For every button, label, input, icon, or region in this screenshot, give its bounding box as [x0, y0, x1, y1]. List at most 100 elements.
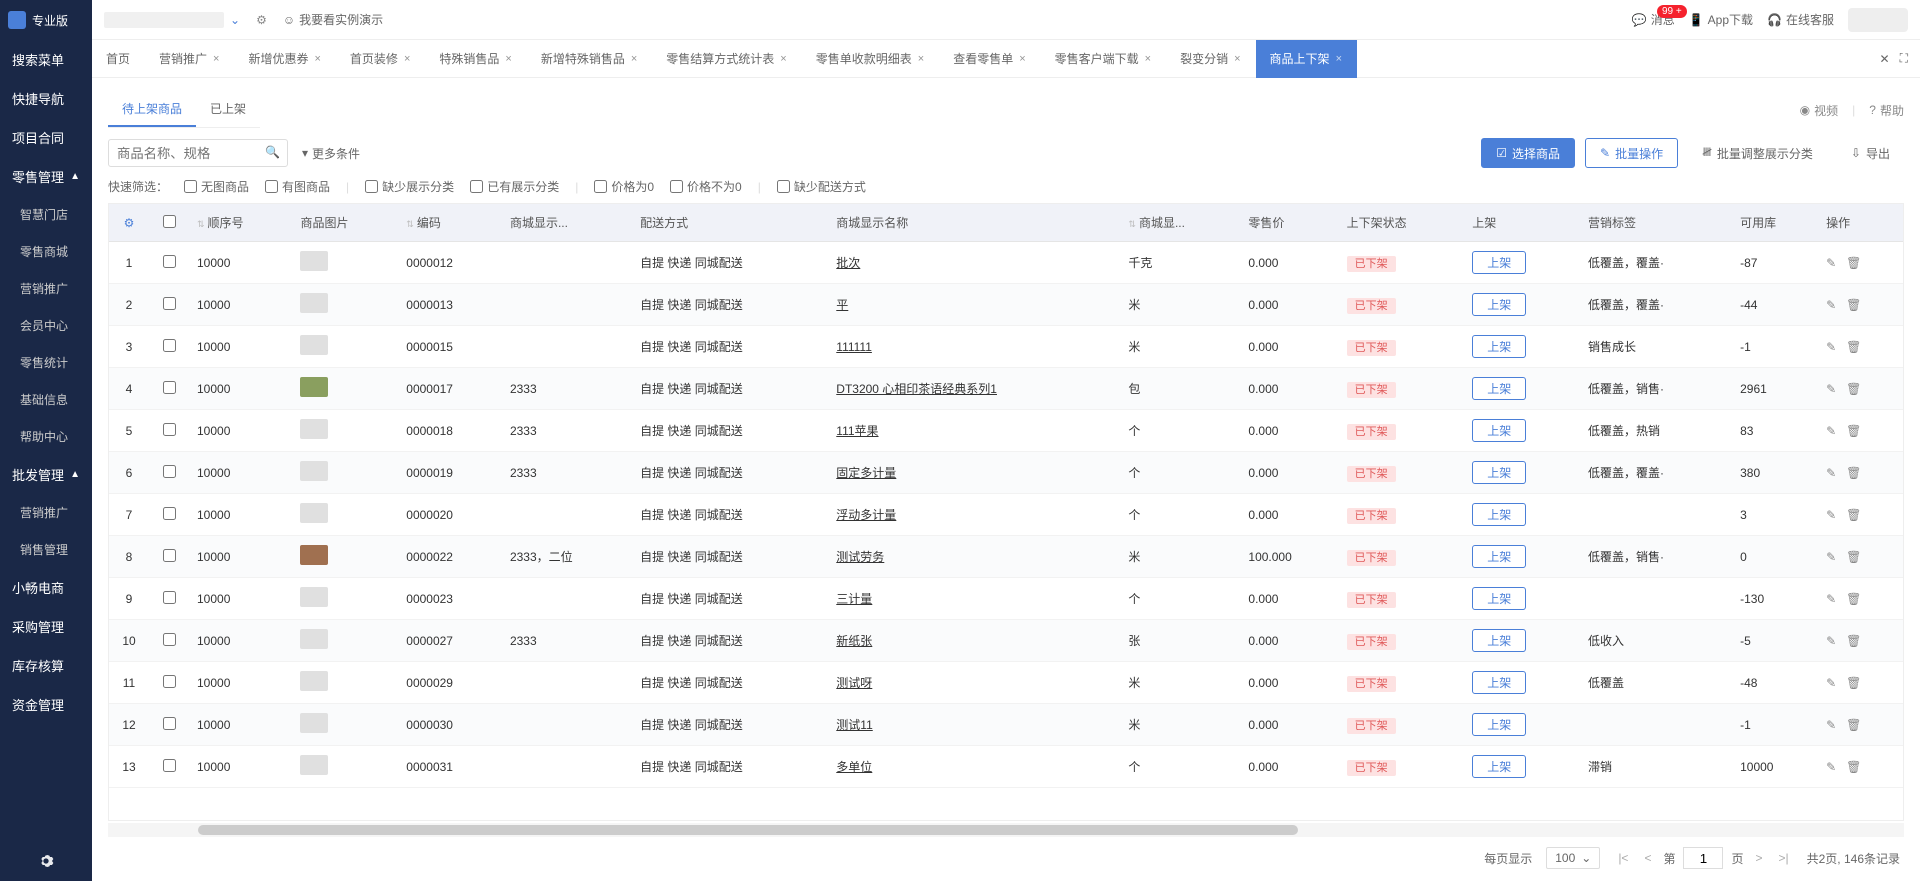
row-checkbox[interactable]: [163, 507, 176, 520]
close-icon[interactable]: ×: [780, 53, 786, 65]
quickfilter-item[interactable]: 缺少展示分类: [365, 178, 454, 195]
sidebar-item[interactable]: 帮助中心: [0, 418, 92, 455]
sidebar-item[interactable]: 项目合同: [0, 118, 92, 157]
edit-icon[interactable]: ✎: [1826, 256, 1836, 270]
sidebar-item[interactable]: 快捷导航: [0, 79, 92, 118]
edit-icon[interactable]: ✎: [1826, 760, 1836, 774]
product-name-link[interactable]: 111苹果: [836, 424, 878, 438]
row-checkbox[interactable]: [163, 591, 176, 604]
delete-icon[interactable]: 🗑: [1846, 508, 1861, 522]
first-page[interactable]: |<: [1614, 849, 1632, 867]
edit-icon[interactable]: ✎: [1826, 298, 1836, 312]
edit-icon[interactable]: ✎: [1826, 340, 1836, 354]
delete-icon[interactable]: 🗑: [1846, 760, 1861, 774]
delete-icon[interactable]: 🗑: [1846, 256, 1861, 270]
onshelf-button[interactable]: 上架: [1472, 755, 1526, 778]
onshelf-button[interactable]: 上架: [1472, 377, 1526, 400]
row-checkbox[interactable]: [163, 465, 176, 478]
tab[interactable]: 裂变分销×: [1166, 40, 1255, 78]
last-page[interactable]: >|: [1775, 849, 1793, 867]
sidebar-item[interactable]: 搜索菜单: [0, 40, 92, 79]
sidebar-item[interactable]: 零售管理▲: [0, 157, 92, 196]
delete-icon[interactable]: 🗑: [1846, 718, 1861, 732]
delete-icon[interactable]: 🗑: [1846, 382, 1861, 396]
sidebar-item[interactable]: 基础信息: [0, 381, 92, 418]
gear-icon[interactable]: ⚙: [256, 13, 267, 27]
edit-icon[interactable]: ✎: [1826, 718, 1836, 732]
row-checkbox[interactable]: [163, 675, 176, 688]
sidebar-item[interactable]: 会员中心: [0, 307, 92, 344]
online-service-button[interactable]: 🎧 在线客服: [1767, 11, 1834, 28]
edit-icon[interactable]: ✎: [1826, 508, 1836, 522]
product-name-link[interactable]: 测试11: [836, 718, 872, 732]
product-name-link[interactable]: 测试劳务: [836, 550, 884, 564]
delete-icon[interactable]: 🗑: [1846, 340, 1861, 354]
onshelf-button[interactable]: 上架: [1472, 587, 1526, 610]
more-filters[interactable]: ▾ 更多条件: [302, 145, 360, 162]
messages-button[interactable]: 💬 消息 99 +: [1632, 11, 1675, 28]
edit-icon[interactable]: ✎: [1826, 592, 1836, 606]
delete-icon[interactable]: 🗑: [1846, 634, 1861, 648]
org-selector[interactable]: ⌄: [104, 12, 240, 28]
row-checkbox[interactable]: [163, 759, 176, 772]
onshelf-button[interactable]: 上架: [1472, 251, 1526, 274]
subtab-listed[interactable]: 已上架: [196, 92, 260, 127]
search-input[interactable]: [108, 139, 288, 167]
sidebar-item[interactable]: 零售统计: [0, 344, 92, 381]
onshelf-button[interactable]: 上架: [1472, 629, 1526, 652]
tab[interactable]: 查看零售单×: [939, 40, 1040, 78]
tab[interactable]: 新增特殊销售品×: [527, 40, 652, 78]
subtab-pending[interactable]: 待上架商品: [108, 92, 196, 127]
close-icon[interactable]: ×: [631, 53, 637, 65]
prev-page[interactable]: <: [1640, 849, 1655, 867]
tab[interactable]: 新增优惠券×: [234, 40, 335, 78]
user-avatar[interactable]: [1848, 8, 1908, 32]
product-name-link[interactable]: 新纸张: [836, 634, 872, 648]
onshelf-button[interactable]: 上架: [1472, 713, 1526, 736]
tab[interactable]: 首页: [92, 40, 145, 78]
select-all[interactable]: [163, 215, 176, 228]
sidebar-item[interactable]: 采购管理: [0, 607, 92, 646]
close-icon[interactable]: ×: [404, 53, 410, 65]
tab[interactable]: 首页装修×: [336, 40, 425, 78]
row-checkbox[interactable]: [163, 423, 176, 436]
tab[interactable]: 零售客户端下载×: [1041, 40, 1166, 78]
sidebar-item[interactable]: 营销推广: [0, 270, 92, 307]
sidebar-item[interactable]: 批发管理▲: [0, 455, 92, 494]
onshelf-button[interactable]: 上架: [1472, 461, 1526, 484]
help-link[interactable]: ? 帮助: [1869, 102, 1904, 119]
tab[interactable]: 营销推广×: [145, 40, 234, 78]
row-checkbox[interactable]: [163, 297, 176, 310]
quickfilter-item[interactable]: 价格不为0: [670, 178, 742, 195]
quickfilter-item[interactable]: 无图商品: [184, 178, 249, 195]
product-name-link[interactable]: 批次: [836, 256, 860, 270]
sidebar-settings[interactable]: [0, 841, 92, 881]
sidebar-item[interactable]: 小畅电商: [0, 568, 92, 607]
delete-icon[interactable]: 🗑: [1846, 550, 1861, 564]
sidebar-item[interactable]: 资金管理: [0, 685, 92, 724]
page-input[interactable]: [1683, 847, 1723, 869]
tab[interactable]: 零售单收款明细表×: [802, 40, 939, 78]
search-icon[interactable]: 🔍: [265, 145, 280, 159]
close-icon[interactable]: ×: [1336, 53, 1342, 65]
bulk-action-button[interactable]: ✎ 批量操作: [1585, 138, 1678, 168]
edit-icon[interactable]: ✎: [1826, 550, 1836, 564]
sidebar-item[interactable]: 库存核算: [0, 646, 92, 685]
edit-icon[interactable]: ✎: [1826, 382, 1836, 396]
product-name-link[interactable]: 三计量: [836, 592, 872, 606]
delete-icon[interactable]: 🗑: [1846, 424, 1861, 438]
onshelf-button[interactable]: 上架: [1472, 419, 1526, 442]
onshelf-button[interactable]: 上架: [1472, 503, 1526, 526]
edit-icon[interactable]: ✎: [1826, 634, 1836, 648]
close-icon[interactable]: ×: [213, 53, 219, 65]
product-name-link[interactable]: 111111: [836, 340, 872, 354]
close-icon[interactable]: ×: [314, 53, 320, 65]
tab[interactable]: 特殊销售品×: [425, 40, 526, 78]
close-icon[interactable]: ×: [918, 53, 924, 65]
row-checkbox[interactable]: [163, 255, 176, 268]
edit-icon[interactable]: ✎: [1826, 676, 1836, 690]
sidebar-item[interactable]: 智慧门店: [0, 196, 92, 233]
edit-icon[interactable]: ✎: [1826, 424, 1836, 438]
sidebar-item[interactable]: 销售管理: [0, 531, 92, 568]
quickfilter-item[interactable]: 缺少配送方式: [777, 178, 866, 195]
